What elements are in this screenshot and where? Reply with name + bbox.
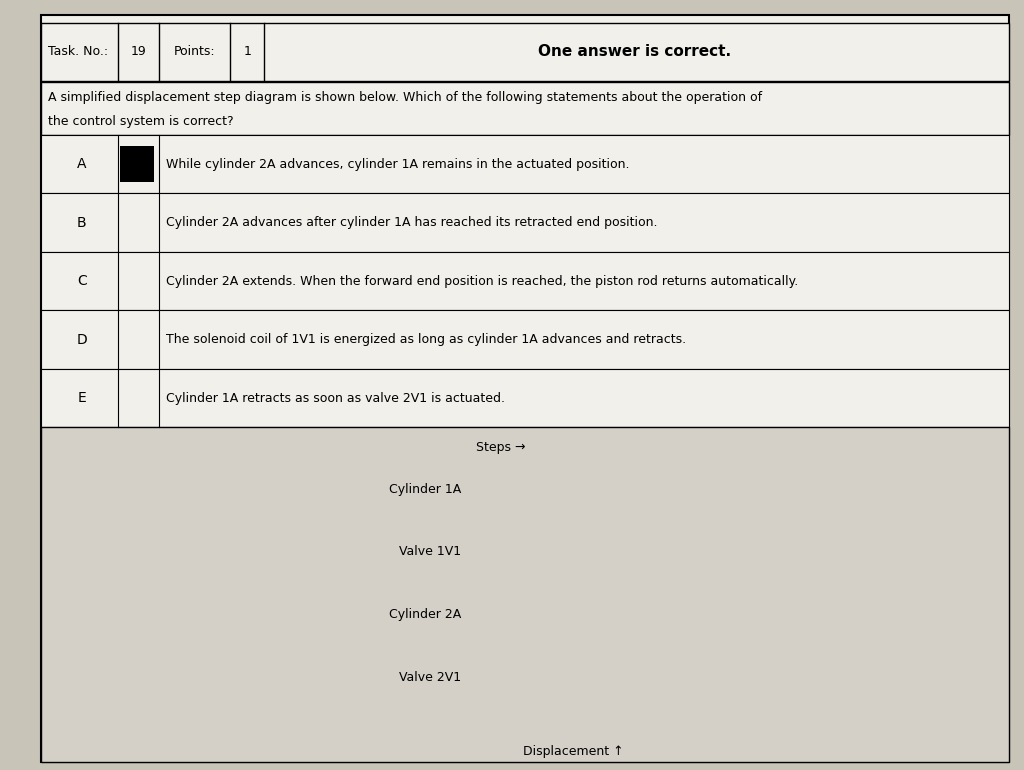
Text: Cylinder 1A: Cylinder 1A <box>388 483 461 496</box>
Text: Valve 2V1: Valve 2V1 <box>398 671 461 684</box>
Text: Task. No.:: Task. No.: <box>48 45 109 59</box>
Text: A simplified displacement step diagram is shown below. Which of the following st: A simplified displacement step diagram i… <box>48 91 762 103</box>
Text: 19: 19 <box>130 45 146 59</box>
Text: B: B <box>77 216 87 229</box>
Text: Cylinder 2A: Cylinder 2A <box>388 608 461 621</box>
Text: One answer is correct.: One answer is correct. <box>539 45 731 59</box>
Text: While cylinder 2A advances, cylinder 1A remains in the actuated position.: While cylinder 2A advances, cylinder 1A … <box>166 158 630 170</box>
Text: Cylinder 1A retracts as soon as valve 2V1 is actuated.: Cylinder 1A retracts as soon as valve 2V… <box>166 392 505 404</box>
Text: Displacement ↑: Displacement ↑ <box>523 745 624 758</box>
Text: D: D <box>77 333 87 346</box>
Text: the control system is correct?: the control system is correct? <box>48 116 233 128</box>
Text: Cylinder 2A advances after cylinder 1A has reached its retracted end position.: Cylinder 2A advances after cylinder 1A h… <box>166 216 657 229</box>
Text: The solenoid coil of 1V1 is energized as long as cylinder 1A advances and retrac: The solenoid coil of 1V1 is energized as… <box>166 333 686 346</box>
Text: C: C <box>77 274 87 288</box>
Text: A: A <box>77 157 87 171</box>
Text: 1: 1 <box>244 45 252 59</box>
Text: E: E <box>78 391 86 405</box>
Text: Points:: Points: <box>174 45 215 59</box>
Text: Cylinder 2A extends. When the forward end position is reached, the piston rod re: Cylinder 2A extends. When the forward en… <box>166 275 798 287</box>
Text: Steps →: Steps → <box>476 441 525 454</box>
Text: Valve 1V1: Valve 1V1 <box>398 545 461 558</box>
